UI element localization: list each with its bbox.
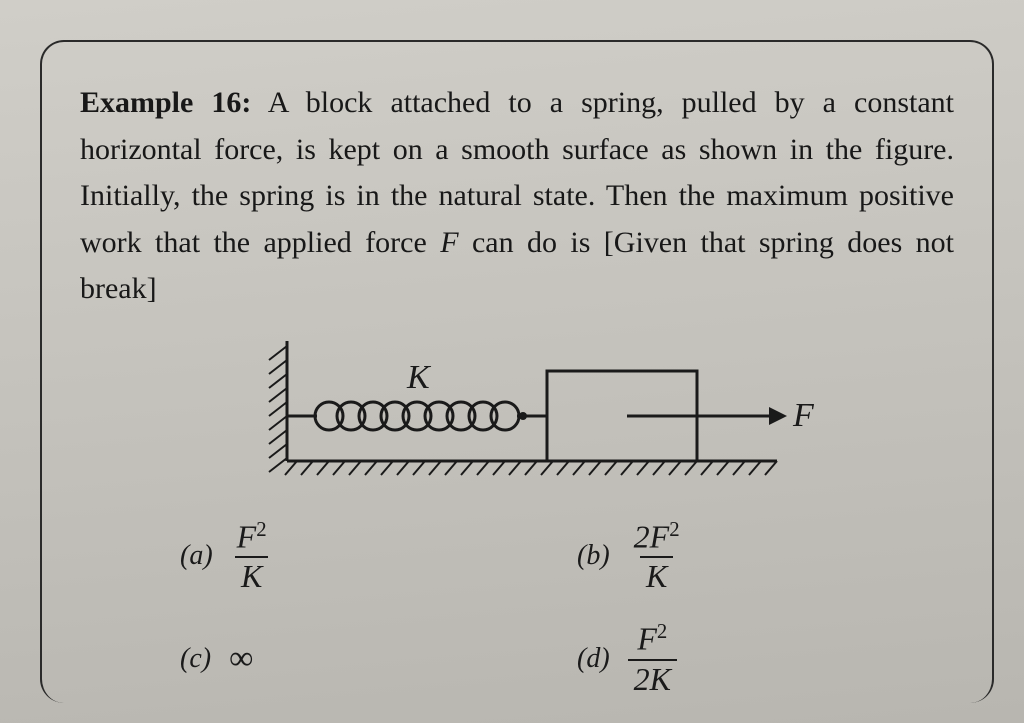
- option-a-label: (a): [180, 540, 213, 572]
- option-c-value: ∞: [229, 640, 253, 678]
- diagram-svg: KF: [217, 331, 817, 501]
- problem-statement: Example 16: A block attached to a spring…: [60, 60, 974, 313]
- svg-text:K: K: [406, 359, 432, 396]
- option-a-value: F2 K: [231, 519, 273, 594]
- option-c-label: (c): [180, 643, 211, 675]
- page: Example 16: A block attached to a spring…: [0, 0, 1024, 723]
- options-grid: (a) F2 K (b) 2F2 K (c) ∞ (d) F2 2K: [60, 509, 974, 697]
- option-a[interactable]: (a) F2 K: [180, 519, 457, 594]
- example-label: Example 16:: [80, 86, 251, 119]
- option-c[interactable]: (c) ∞: [180, 621, 457, 696]
- spring-block-diagram: KF: [217, 331, 817, 501]
- option-b-value: 2F2 K: [628, 519, 686, 594]
- option-d[interactable]: (d) F2 2K: [577, 621, 854, 696]
- svg-text:F: F: [792, 397, 815, 434]
- force-variable: F: [440, 226, 458, 259]
- option-d-label: (d): [577, 643, 610, 675]
- option-d-value: F2 2K: [628, 621, 677, 696]
- option-b-label: (b): [577, 540, 610, 572]
- option-b[interactable]: (b) 2F2 K: [577, 519, 854, 594]
